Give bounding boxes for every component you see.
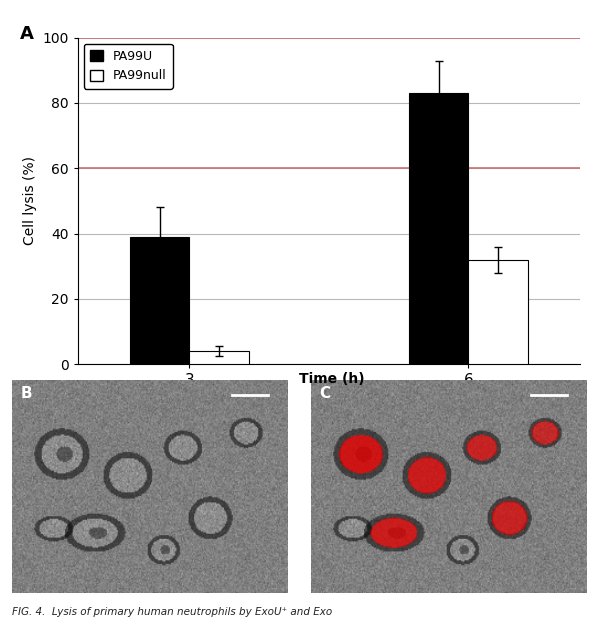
Text: Time (h): Time (h) [299,372,365,386]
Text: FIG. 4.  Lysis of primary human neutrophils by ExoU⁺ and Exo: FIG. 4. Lysis of primary human neutrophi… [12,607,332,617]
Bar [190,351,249,364]
Text: †: † [428,212,437,230]
Text: *: * [170,323,179,342]
Y-axis label: Cell lysis (%): Cell lysis (%) [23,156,37,246]
Text: B: B [20,386,32,401]
Text: C: C [319,386,330,401]
Bar [409,93,468,364]
Legend: PA99U, PA99null: PA99U, PA99null [84,44,173,89]
Text: A: A [20,24,34,43]
Bar [130,237,190,364]
Bar [468,260,528,364]
